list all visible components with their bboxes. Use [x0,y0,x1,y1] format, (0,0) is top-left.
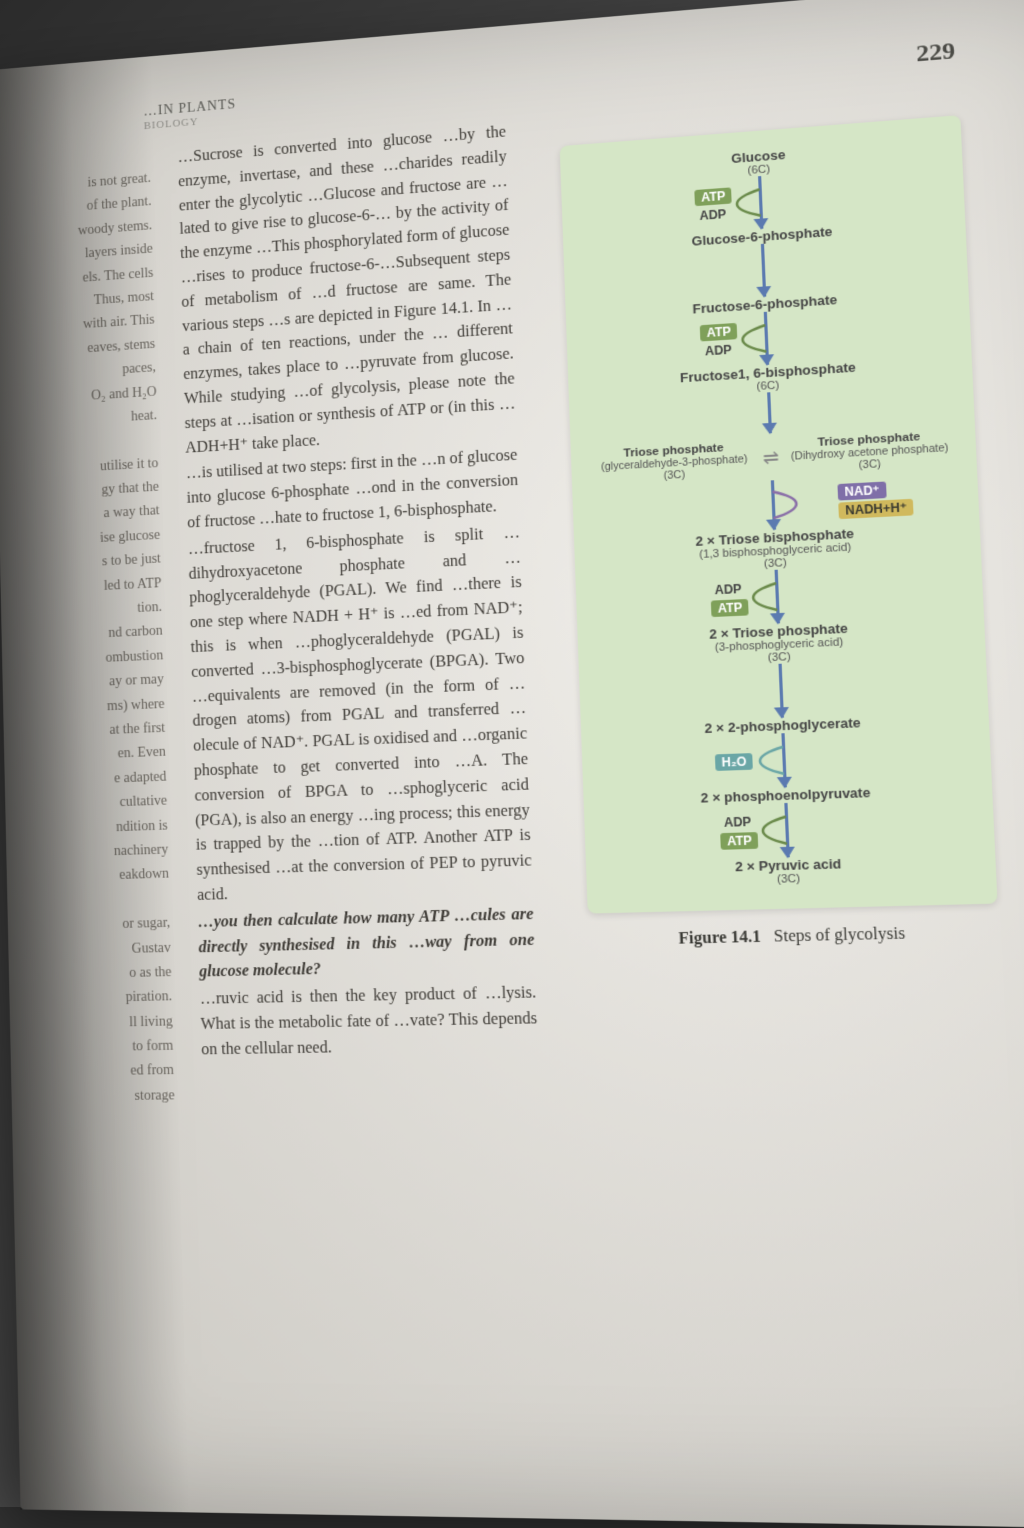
margin-fragment: ms) where [61,694,165,720]
body-paragraph-4: …ruvic acid is then the key product of …… [200,981,539,1063]
margin-fragment: ay or may [60,669,164,695]
nadh-tag: NADH+H⁺ [839,499,914,519]
margin-fragment: ombustion [60,645,164,672]
margin-fragment: eakdown [65,864,169,889]
body-question: …you then calculate how many ATP …cules … [198,902,536,985]
body-text-column: …Sucrose is converted into glucose …by t… [177,121,540,1110]
h2o-tag: H₂O [715,753,753,771]
arrow-9: ADP ATP [775,803,799,858]
figure-caption: Figure 14.1 Steps of glycolysis [678,925,905,949]
margin-fragment: or sugar, [66,913,171,938]
left-margin-fragments: is not great.of the plant.woody stems.la… [48,149,179,1111]
margin-fragment: o as the [67,962,172,987]
margin-fragment: nd carbon [59,621,163,648]
figure-column: Glucose (6C) ATP ADP Glu [530,82,1024,1105]
curve-icon [734,323,771,356]
arrow-6: ADP ATP [765,569,789,624]
arrow-5: NAD⁺ NADH+H⁺ [761,480,784,530]
margin-fragment: to form [69,1036,174,1060]
metabolite-label: 2 × Pyruvic acid [735,856,842,875]
arrow-2 [751,243,774,297]
adp-tag: ADP [717,813,758,831]
node-h2o-step: H₂O 2 × phosphoenolpyruvate [596,726,977,809]
side-atp-adp-1: ATP ADP [692,187,733,224]
carbon-count: (3C) [768,651,791,664]
figure-caption-text: Steps of glycolysis [773,925,905,946]
atp-tag: ATP [720,832,758,850]
atp-tag: ATP [700,323,738,342]
margin-fragment: tion. [59,597,163,624]
arrow-7 [769,663,793,718]
curve-icon [751,745,789,777]
margin-fragment [65,888,170,913]
margin-fragment: at the first [61,718,165,744]
node-adp-atp-2: ADP ATP 2 × Pyruvic acid (3C) [599,797,981,890]
body-paragraph-1: …Sucrose is converted into glucose …by t… [177,121,516,461]
margin-fragment: nachinery [64,839,168,864]
side-nad-nadh: NAD⁺ NADH+H⁺ [838,480,914,519]
curve-icon [744,581,782,614]
side-adp-atp-1: ADP ATP [708,580,749,617]
side-adp-atp-2: ADP ATP [717,813,758,850]
book-page: …IN PLANTS BIOLOGY 229 is not great.of t… [0,0,1024,1528]
margin-fragment: e adapted [63,766,167,792]
margin-fragment: Gustav [66,937,171,962]
figure-label: Figure 14.1 [678,928,761,948]
glycolysis-pathway-diagram: Glucose (6C) ATP ADP Glu [560,115,998,913]
adp-tag: ADP [693,205,733,224]
adp-tag: ADP [708,580,748,598]
atp-tag: ATP [695,187,732,206]
side-h2o: H₂O [715,753,753,771]
carbon-count: (3C) [764,557,787,570]
curve-icon [768,488,806,521]
node-adp-atp-1: ADP ATP 2 × Triose phosphate (3-phosphog… [590,561,970,672]
margin-fragment: utilise it to [55,453,158,481]
node-nad-step: NAD⁺ NADH+H⁺ 2 × Triose bisphosphate (1,… [587,470,966,578]
side-atp-adp-2: ATP ADP [698,323,739,360]
margin-fragment: ise glucose [57,525,160,552]
margin-fragment: en. Even [62,742,166,768]
curve-icon [728,187,765,220]
margin-fragment: ed from [69,1060,174,1084]
chapter-tag-wrap: …IN PLANTS BIOLOGY [143,97,236,132]
body-paragraph-3: …fructose 1, 6-bisphosphate is split …di… [188,521,533,909]
arrow-8: H₂O [772,733,796,788]
margin-fragment: cultative [63,791,167,817]
nad-tag: NAD⁺ [838,482,887,501]
margin-fragment: gy that the [56,477,159,505]
margin-fragment: a way that [56,501,159,528]
margin-fragment: led to ATP [58,573,162,600]
page-number: 229 [916,38,956,69]
margin-fragment: piration. [68,986,173,1010]
page-inner: …IN PLANTS BIOLOGY 229 is not great.of t… [0,0,1024,1528]
branch-left: Triose phosphate (glyceraldehyde-3-phosp… [585,440,763,486]
content-row: is not great.of the plant.woody stems.la… [29,82,1024,1111]
adp-tag: ADP [698,341,738,360]
branch-right: Triose phosphate (Dihydroxy acetone phos… [778,429,961,476]
margin-fragment [55,429,158,457]
arrow-3: ATP ADP [754,311,777,365]
curve-icon [754,814,792,846]
margin-fragment: ll living [68,1011,173,1035]
margin-fragment: storage [70,1085,175,1109]
arrow-1: ATP ADP [749,175,772,229]
carbon-count: (3C) [777,873,801,886]
arrow-4 [758,392,781,434]
equilibrium-icon: ⇌ [762,447,779,469]
margin-fragment: ndition is [64,815,168,841]
atp-tag: ATP [711,599,749,617]
margin-fragment: s to be just [58,549,162,576]
